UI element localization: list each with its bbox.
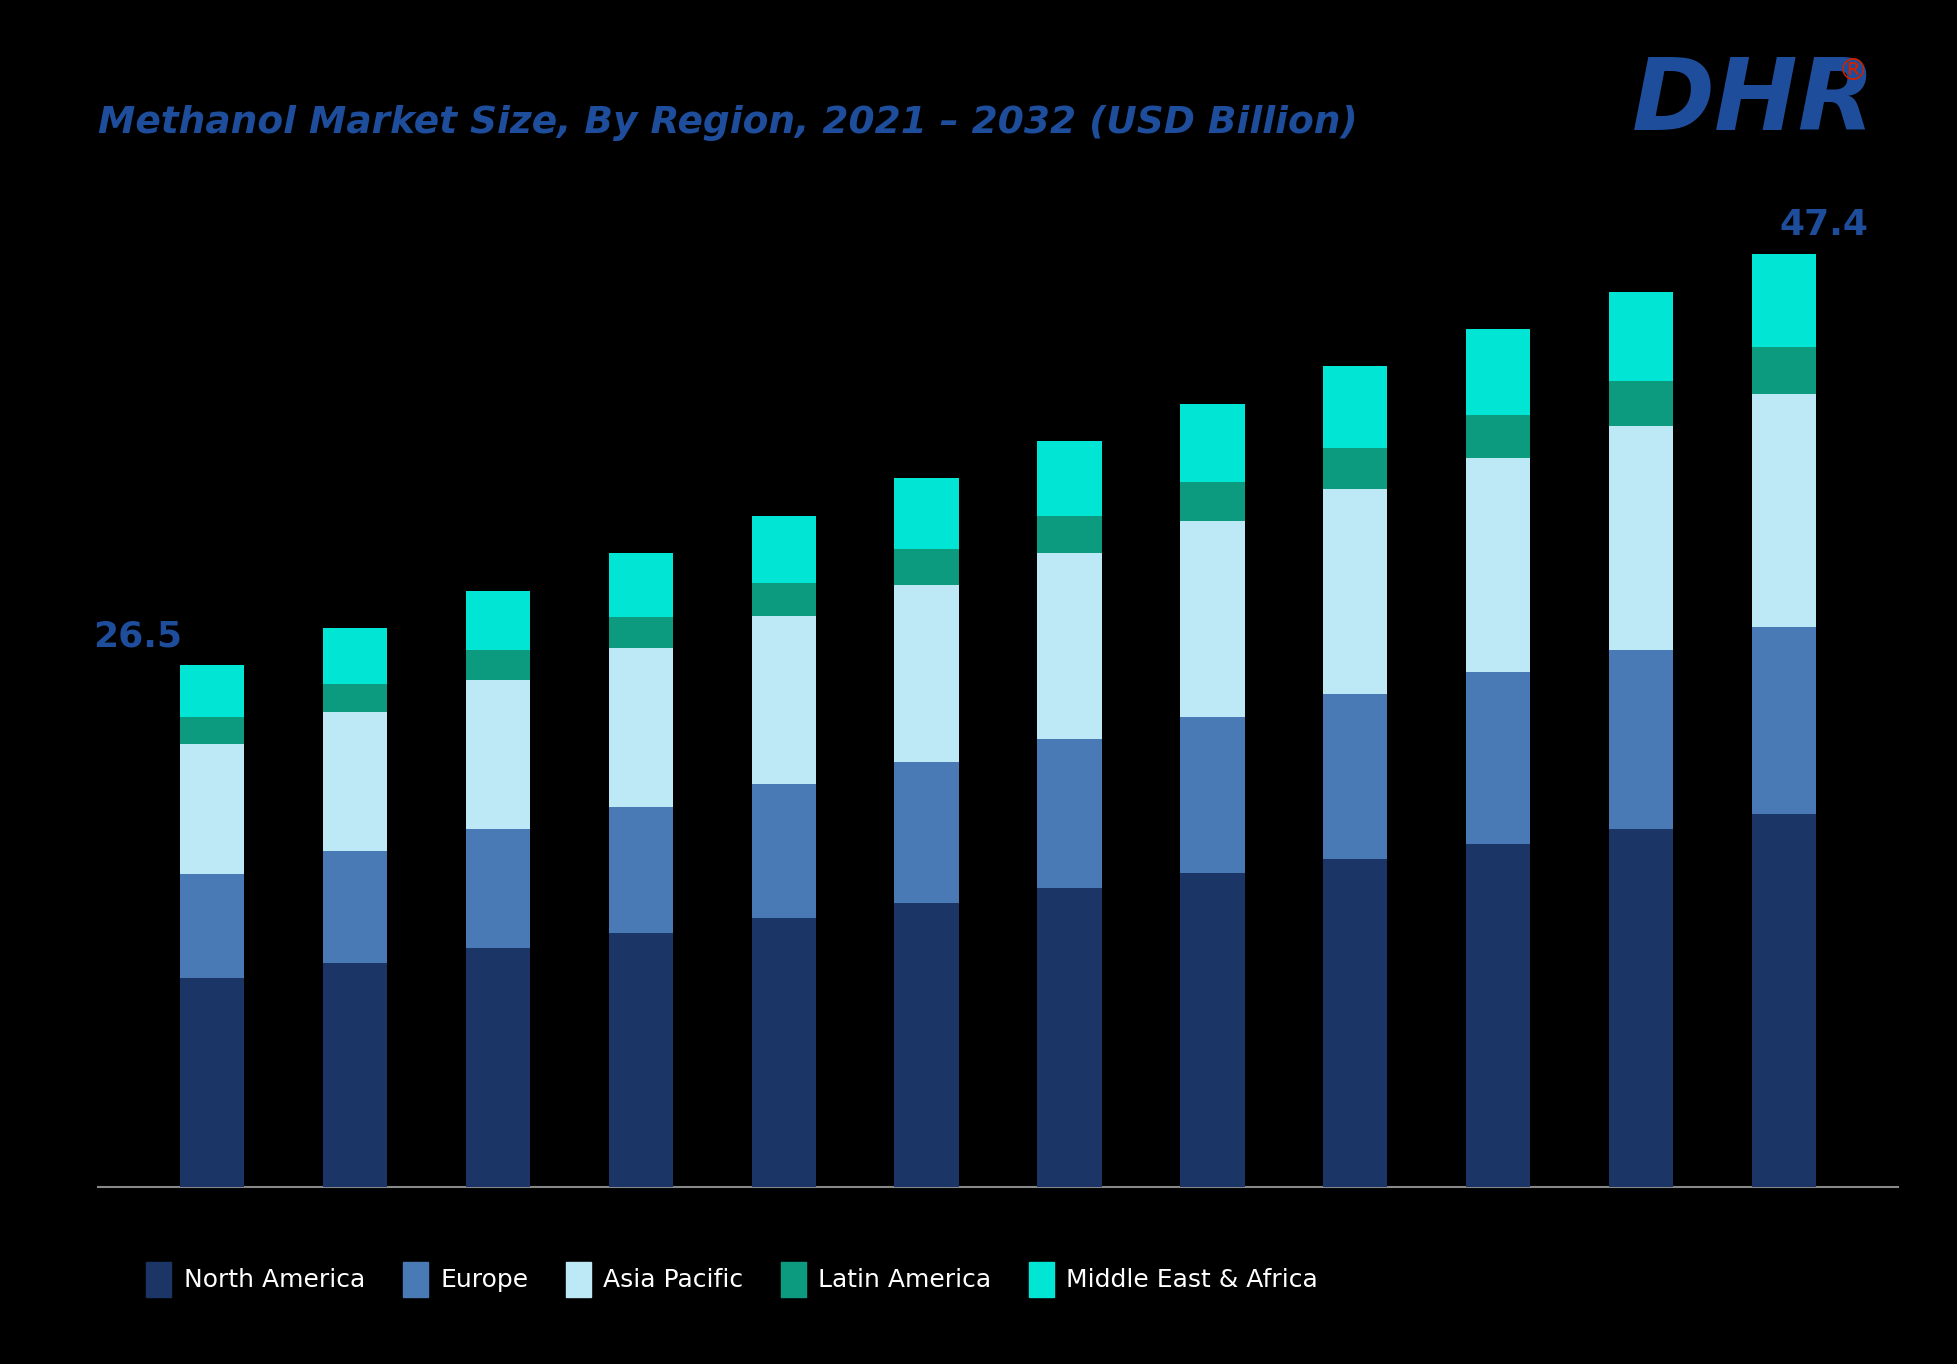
Bar [466,591,530,651]
Bar [466,829,530,948]
Bar [1323,449,1388,490]
Bar [609,806,673,933]
Bar [609,648,673,806]
Bar [1752,627,1816,814]
Bar [1466,415,1530,457]
Bar [751,918,816,1187]
Bar [466,681,530,829]
Bar [1323,858,1388,1187]
Bar [1180,717,1245,873]
Bar [180,978,245,1187]
Bar [1037,888,1102,1187]
Bar [323,712,387,851]
Bar [1323,694,1388,858]
Bar [180,743,245,874]
Text: DHR: DHR [1632,53,1877,151]
Bar [1037,441,1102,516]
Bar [1466,329,1530,415]
Bar [1037,739,1102,888]
Bar [894,585,959,761]
Bar [751,582,816,617]
Bar [323,963,387,1187]
Bar [1180,521,1245,717]
Bar [180,666,245,717]
Bar [1609,381,1673,426]
Text: 26.5: 26.5 [94,619,182,653]
Bar [894,550,959,585]
Bar [1752,254,1816,348]
Bar [180,717,245,743]
Bar [466,948,530,1187]
Bar [1752,348,1816,394]
Bar [609,554,673,617]
Legend: North America, Europe, Asia Pacific, Latin America, Middle East & Africa: North America, Europe, Asia Pacific, Lat… [147,1262,1319,1297]
Bar [1180,404,1245,481]
Bar [1609,649,1673,828]
Bar [609,933,673,1187]
Bar [609,617,673,648]
Bar [466,651,530,681]
Bar [894,903,959,1187]
Text: Methanol Market Size, By Region, 2021 – 2032 (USD Billion): Methanol Market Size, By Region, 2021 – … [98,105,1358,140]
Bar [1323,367,1388,449]
Bar [751,516,816,582]
Bar [1466,672,1530,843]
Bar [1609,828,1673,1187]
Bar [1037,552,1102,739]
Bar [894,479,959,550]
Bar [1609,292,1673,381]
Bar [1180,873,1245,1187]
Text: ®: ® [1838,57,1869,86]
Bar [894,761,959,903]
Text: 47.4: 47.4 [1779,209,1869,243]
Bar [323,851,387,963]
Bar [1180,481,1245,521]
Bar [323,627,387,683]
Bar [1466,843,1530,1187]
Bar [1323,490,1388,694]
Bar [180,874,245,978]
Bar [751,784,816,918]
Bar [1609,426,1673,649]
Bar [323,683,387,712]
Bar [1752,814,1816,1187]
Bar [1037,516,1102,552]
Bar [1752,394,1816,627]
Bar [1466,457,1530,672]
Bar [751,617,816,784]
